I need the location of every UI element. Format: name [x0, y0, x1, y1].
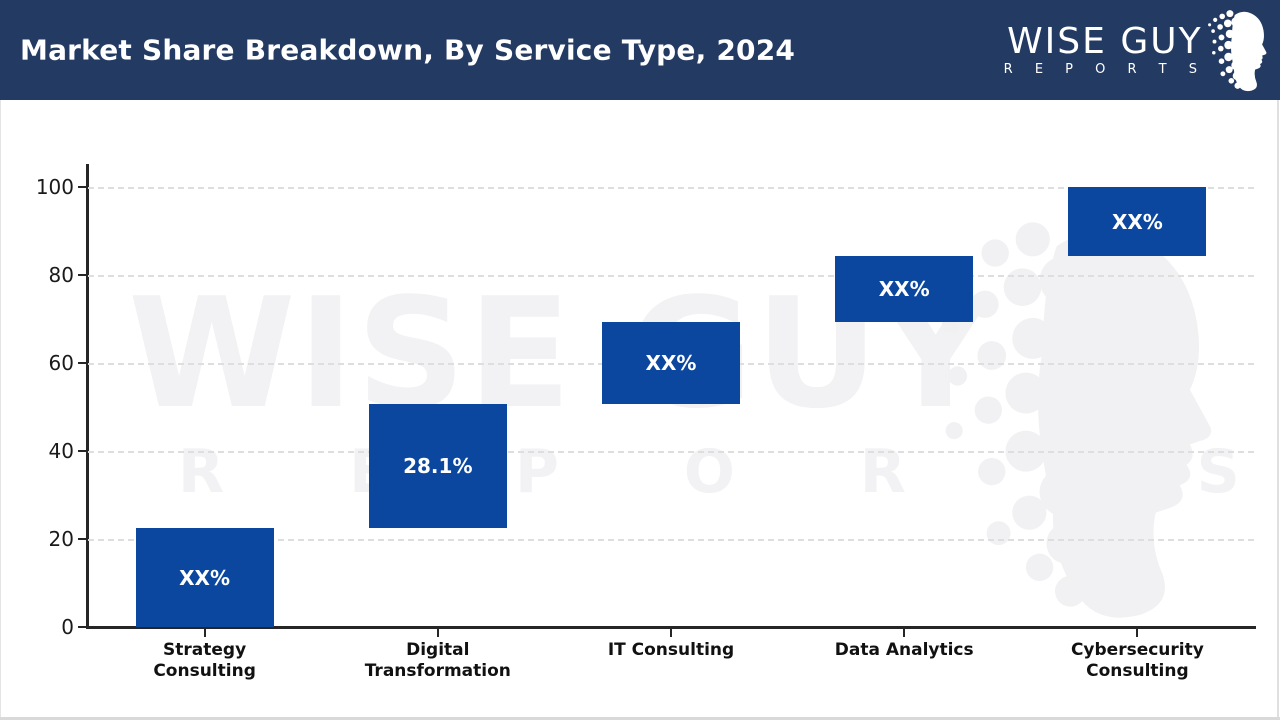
x-tick-label-line: Digital	[406, 640, 470, 660]
x-tick-label-line: Consulting	[1086, 661, 1189, 681]
x-tick-5	[1136, 629, 1139, 637]
bar-digital-transformation: 28.1%	[368, 404, 507, 528]
plot-area: XX% 28.1% XX% XX% XX%	[88, 187, 1254, 627]
y-tick-20	[78, 538, 87, 540]
x-tick-label-1: Strategy Consulting	[85, 640, 325, 682]
y-axis-line	[86, 164, 89, 629]
bar-it-consulting: XX%	[602, 322, 740, 405]
x-tick-3	[670, 629, 672, 637]
bar-value-label: XX%	[179, 565, 231, 590]
x-tick-label-2: Digital Transformation	[318, 640, 558, 682]
x-tick-label-line: Transformation	[364, 661, 511, 681]
y-tick-label-100: 100	[35, 175, 74, 199]
gridline-100	[88, 187, 1254, 189]
gridline-20	[88, 539, 1254, 541]
y-tick-label-60: 60	[48, 351, 74, 375]
x-tick-label-line: Consulting	[153, 661, 256, 681]
x-tick-label-4: Data Analytics	[784, 640, 1024, 661]
bar-strategy-consulting: XX%	[135, 528, 274, 627]
y-tick-0	[78, 626, 87, 628]
brand-text: WISE GUY R E P O R T S	[1003, 20, 1206, 78]
header-bar: Market Share Breakdown, By Service Type,…	[0, 0, 1280, 100]
x-tick-label-line: Data Analytics	[834, 640, 974, 660]
bottom-strip	[0, 717, 1280, 720]
x-tick-label-line: IT Consulting	[607, 640, 735, 660]
x-tick-label-line: Strategy	[163, 640, 247, 660]
y-tick-label-80: 80	[48, 263, 74, 287]
x-axis-line	[86, 626, 1256, 629]
brand-face-icon	[1208, 10, 1267, 92]
y-tick-80	[78, 274, 87, 276]
x-tick-1	[203, 629, 206, 637]
bar-value-label: XX%	[645, 351, 697, 376]
left-edge-border	[0, 100, 1, 717]
brand-tagline: R E P O R T S	[1003, 62, 1206, 78]
x-tick-label-line: Cybersecurity	[1070, 640, 1204, 660]
brand-logo: WISE GUY R E P O R T S	[1004, 6, 1268, 94]
bar-cybersecurity-consulting: XX%	[1068, 187, 1207, 257]
bar-value-label: XX%	[878, 277, 930, 302]
bar-data-analytics: XX%	[835, 256, 974, 323]
x-tick-4	[903, 629, 906, 637]
bar-value-label: XX%	[1111, 209, 1163, 234]
y-tick-60	[78, 362, 87, 364]
chart-title: Market Share Breakdown, By Service Type,…	[20, 33, 796, 67]
y-tick-label-0: 0	[61, 615, 74, 639]
gridline-40	[88, 451, 1254, 453]
x-tick-2	[436, 629, 439, 637]
gridline-80	[88, 275, 1254, 277]
y-tick-40	[78, 450, 87, 452]
y-tick-label-40: 40	[48, 439, 74, 463]
chart-area: WISE GUY R E P O R T S XX% 28.1% XX% XX% XX%…	[0, 100, 1280, 717]
bar-value-label: 28.1%	[403, 454, 473, 479]
x-tick-label-5: Cybersecurity Consulting	[1017, 640, 1257, 682]
right-edge-border	[1277, 100, 1279, 717]
x-tick-label-3: IT Consulting	[551, 640, 791, 661]
y-tick-100	[78, 186, 87, 188]
y-tick-label-20: 20	[48, 527, 74, 551]
brand-name: WISE GUY	[1007, 20, 1203, 62]
